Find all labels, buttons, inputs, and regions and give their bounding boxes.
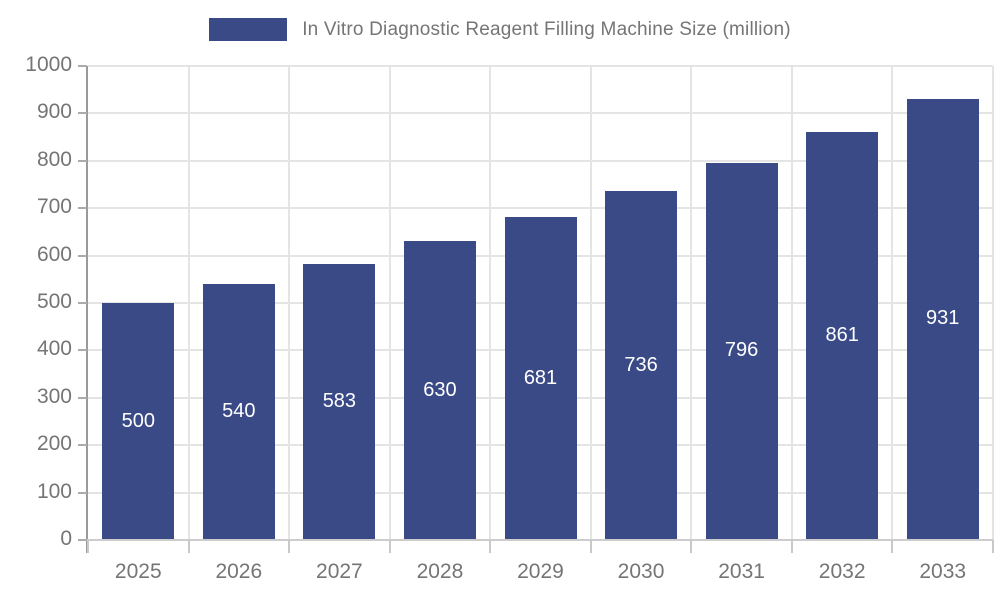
- y-axis-tick: [78, 491, 87, 494]
- x-axis-tick: [87, 540, 89, 553]
- y-axis-tick-label: 0: [60, 527, 72, 550]
- y-axis-tick: [78, 444, 87, 447]
- y-axis-tick: [78, 254, 87, 257]
- bar-2032[interactable]: 861: [806, 131, 879, 540]
- bar-2025[interactable]: 500: [102, 303, 175, 540]
- y-axis-tick: [78, 207, 87, 210]
- bar-2030[interactable]: 736: [605, 191, 678, 540]
- bar-2029[interactable]: 681: [504, 217, 577, 540]
- y-gridline: [88, 65, 993, 67]
- x-axis-tick: [288, 540, 291, 553]
- x-gridline: [288, 66, 291, 540]
- bar-value-label: 540: [222, 400, 256, 423]
- y-axis-tick-label: 500: [36, 290, 72, 313]
- y-axis-tick-label: 600: [36, 242, 72, 266]
- x-gridline: [489, 66, 492, 540]
- x-axis-category-label: 2029: [517, 560, 564, 583]
- y-gridline: [88, 159, 993, 162]
- y-axis-tick: [78, 396, 87, 399]
- y-axis-tick: [78, 302, 87, 304]
- y-axis-tick-label: 900: [36, 100, 72, 124]
- x-gridline: [187, 66, 190, 540]
- y-axis-tick: [78, 65, 87, 67]
- x-axis-tick: [790, 540, 793, 553]
- x-axis-tick: [690, 540, 693, 553]
- x-axis-line: [87, 539, 993, 541]
- bar-2028[interactable]: 630: [403, 241, 476, 540]
- x-axis-category-label: 2031: [718, 560, 765, 583]
- x-axis-tick: [992, 540, 994, 553]
- x-axis-category-label: 2025: [114, 560, 162, 583]
- bar-value-label: 630: [423, 378, 457, 401]
- y-axis-tick-label: 100: [36, 479, 72, 503]
- bar-2033[interactable]: 931: [906, 98, 979, 540]
- x-axis-category-label: 2028: [416, 560, 464, 583]
- x-axis-category-label: 2032: [818, 560, 866, 583]
- bar-value-label: 861: [825, 323, 859, 346]
- x-gridline: [690, 66, 693, 540]
- y-axis-tick-label: 700: [36, 195, 72, 219]
- y-axis-tick: [78, 112, 87, 115]
- x-axis-tick: [388, 540, 391, 553]
- bar-value-label: 736: [624, 353, 658, 376]
- bar-value-label: 931: [926, 307, 960, 330]
- bar-2026[interactable]: 540: [202, 284, 275, 540]
- y-axis-line: [86, 66, 88, 553]
- y-axis-tick: [78, 159, 87, 162]
- y-gridline: [88, 207, 993, 210]
- y-axis-tick-label: 1000: [25, 53, 72, 76]
- y-axis-tick: [78, 539, 87, 541]
- x-axis-category-label: 2030: [617, 560, 665, 583]
- y-axis-tick-label: 800: [36, 147, 72, 171]
- x-gridline: [388, 66, 391, 540]
- y-axis-tick: [78, 349, 87, 352]
- bar-value-label: 796: [724, 339, 759, 362]
- chart-legend[interactable]: In Vitro Diagnostic Reagent Filling Mach…: [0, 18, 1000, 41]
- bar-2031[interactable]: 796: [705, 162, 778, 540]
- x-axis-tick: [891, 540, 894, 553]
- bar-value-label: 500: [121, 409, 155, 432]
- x-gridline: [589, 66, 592, 540]
- legend-series-label: In Vitro Diagnostic Reagent Filling Mach…: [302, 18, 791, 40]
- x-gridline: [790, 66, 793, 540]
- x-gridline: [891, 66, 894, 540]
- bar-2027[interactable]: 583: [303, 263, 376, 540]
- plot-area: 500 540 583 630 681 736 796 861 931: [88, 65, 994, 540]
- x-gridline: [992, 66, 994, 540]
- x-axis-category-label: 2027: [316, 560, 363, 583]
- bar-value-label: 681: [523, 366, 558, 389]
- y-axis-tick-label: 400: [36, 337, 72, 361]
- y-axis-tick-label: 200: [36, 432, 72, 456]
- bar-value-label: 583: [322, 389, 357, 412]
- y-gridline: [88, 112, 993, 115]
- y-axis-tick-label: 300: [36, 384, 72, 408]
- x-axis-tick: [589, 540, 592, 553]
- x-axis-tick: [489, 540, 492, 553]
- x-axis-category-label: 2033: [919, 560, 967, 583]
- legend-swatch-icon: [209, 18, 288, 41]
- x-axis-category-label: 2026: [215, 560, 263, 583]
- x-axis-tick: [187, 540, 190, 553]
